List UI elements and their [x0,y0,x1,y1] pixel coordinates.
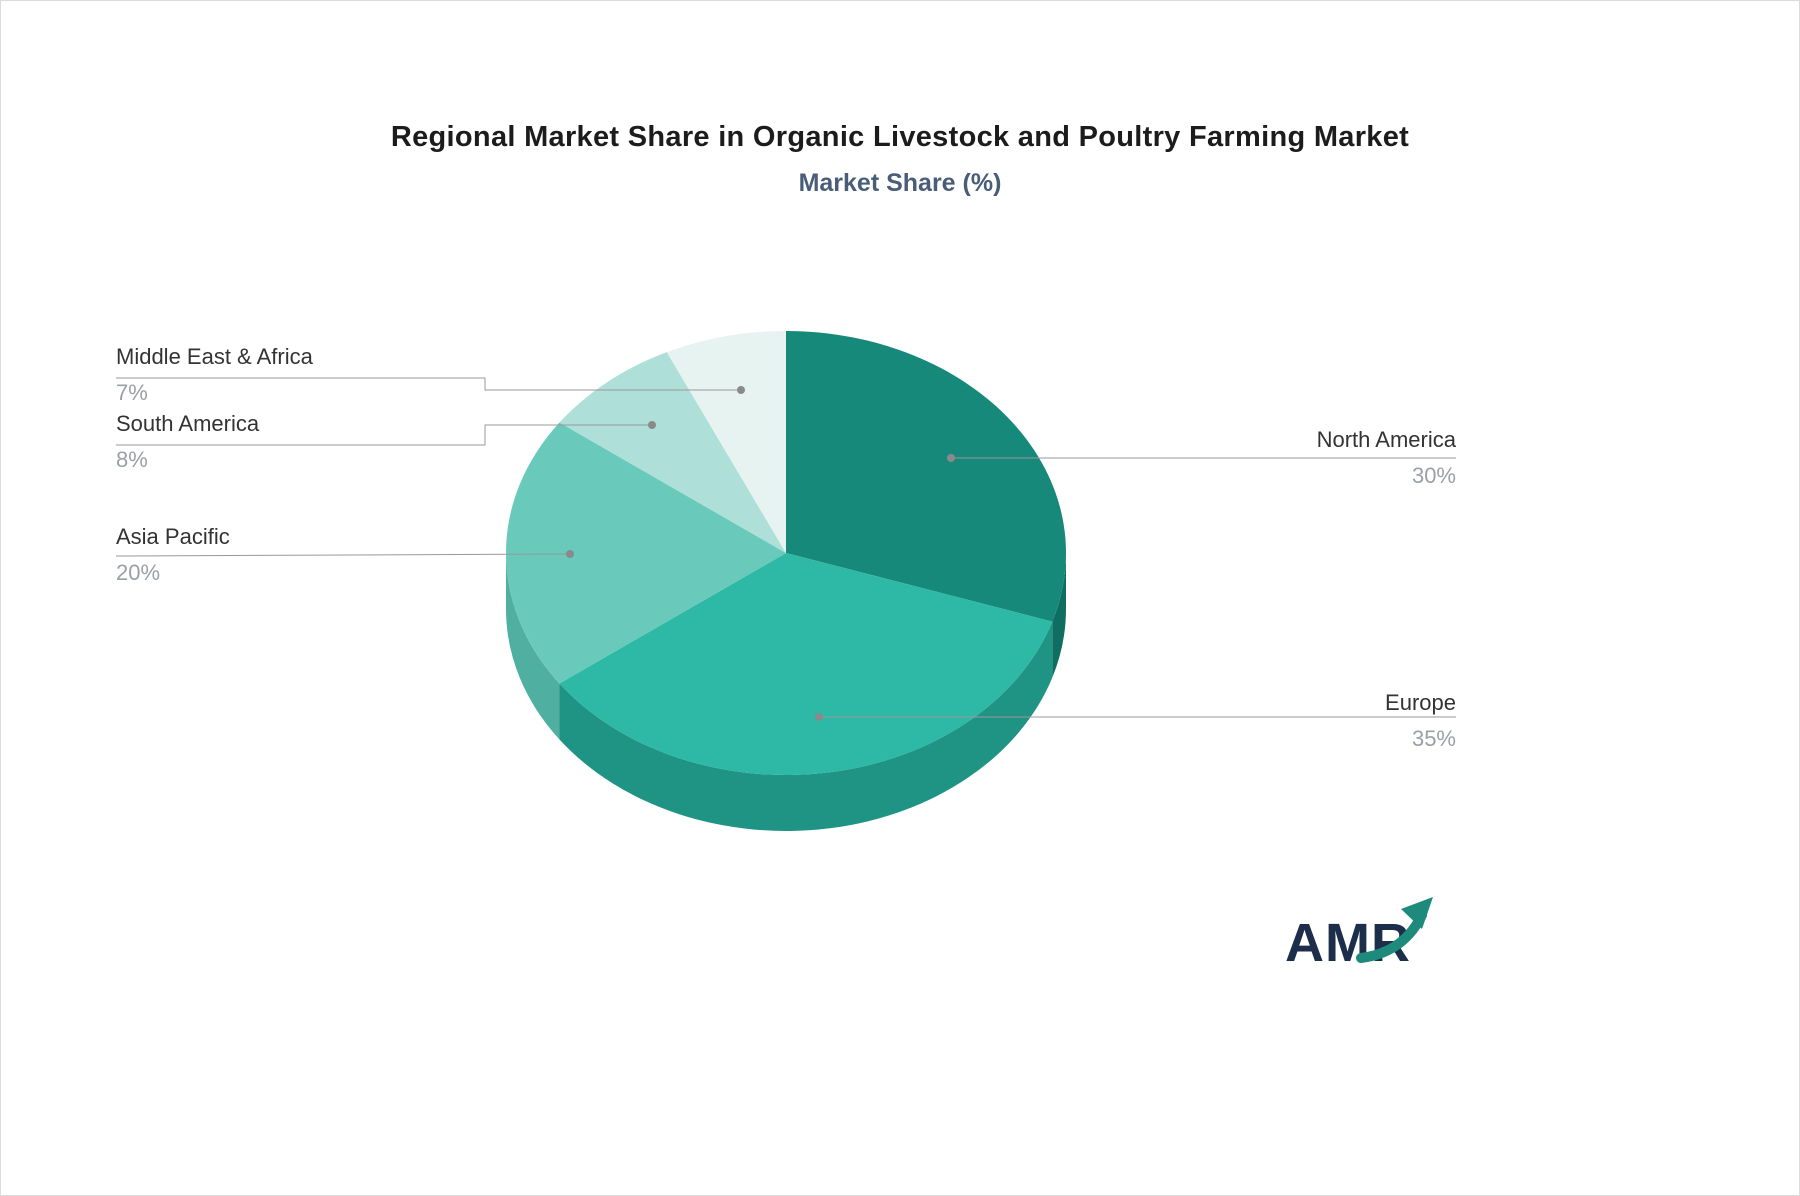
leader-line [116,424,652,446]
leader-dot [566,550,574,558]
pie-slice-north-america[interactable] [786,331,1066,622]
pie-slice-south-america[interactable] [559,352,786,553]
leader-line [115,553,571,557]
leader-dot [648,421,656,429]
pie-slice-middle-east-africa[interactable] [666,331,786,553]
chart-title: Regional Market Share in Organic Livesto… [390,121,1410,153]
logo: AMR [1285,897,1433,973]
slice-percent: 20% [116,560,160,585]
logo-arrowhead-icon [1401,897,1433,929]
pie-slices [505,331,1066,775]
pie-callouts: North America 30% Europe 35% Asia Pacific 20%… [115,344,1457,751]
slice-percent: 35% [1412,726,1456,751]
slice-label: Middle East & Africa [116,344,314,369]
slice-percent: 7% [116,380,148,405]
pie-3d-sides [506,553,1066,831]
leader-dot [737,386,745,394]
leader-line [116,377,741,391]
pie-slice-side [559,621,1053,831]
pie-slice-europe[interactable] [559,553,1053,775]
leader-dot [815,713,823,721]
chart-subtitle: Market Share (%) [798,169,1002,197]
slice-label: North America [1317,427,1457,452]
leader-dot [947,454,955,462]
slice-label: Europe [1385,690,1456,715]
logo-text: AMR [1285,913,1411,973]
pie-slice-asia-pacific[interactable] [505,422,786,684]
pie-slice-side [506,553,560,740]
pie-slice-side [1052,553,1066,678]
slice-label: Asia Pacific [116,524,230,549]
slice-label: South America [116,411,260,436]
slice-percent: 8% [116,447,148,472]
slice-percent: 30% [1412,463,1456,488]
